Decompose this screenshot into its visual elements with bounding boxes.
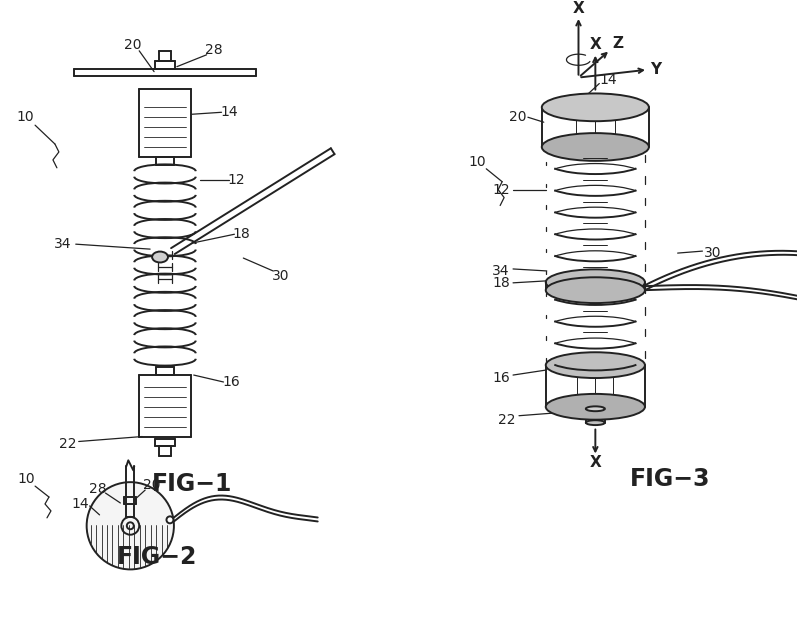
Text: 22: 22 [498, 413, 516, 426]
Text: 20: 20 [123, 38, 141, 52]
Text: Z: Z [613, 36, 624, 51]
Ellipse shape [542, 133, 649, 161]
Ellipse shape [586, 420, 605, 425]
Ellipse shape [586, 407, 605, 411]
Text: 30: 30 [704, 246, 721, 260]
Text: 14: 14 [221, 105, 238, 119]
Text: 10: 10 [18, 472, 35, 486]
Text: 18: 18 [233, 227, 250, 241]
Text: 10: 10 [16, 110, 34, 124]
Text: FIG−1: FIG−1 [151, 472, 232, 496]
Text: 28: 28 [205, 43, 222, 57]
Circle shape [166, 517, 174, 523]
Text: 20: 20 [510, 110, 526, 124]
Text: FIG−3: FIG−3 [630, 467, 710, 491]
Ellipse shape [546, 277, 645, 303]
Text: 16: 16 [222, 375, 240, 389]
Text: 34: 34 [492, 264, 510, 278]
Text: 12: 12 [227, 172, 245, 187]
Text: 14: 14 [72, 497, 90, 511]
Text: X: X [573, 1, 584, 15]
Text: 34: 34 [54, 237, 72, 251]
Text: 16: 16 [492, 371, 510, 385]
Text: 30: 30 [272, 269, 290, 283]
Text: 18: 18 [492, 276, 510, 290]
Text: X: X [590, 37, 602, 53]
Text: 10: 10 [469, 155, 486, 169]
Ellipse shape [542, 93, 649, 121]
Text: 28: 28 [89, 482, 106, 496]
Text: 20: 20 [143, 478, 161, 492]
Circle shape [86, 482, 174, 569]
Text: 22: 22 [59, 438, 77, 452]
Ellipse shape [152, 252, 168, 263]
Ellipse shape [546, 352, 645, 378]
Ellipse shape [546, 269, 645, 295]
Text: 12: 12 [492, 183, 510, 197]
Text: X: X [590, 455, 602, 470]
Text: Y: Y [650, 62, 662, 77]
Ellipse shape [546, 394, 645, 420]
Text: 14: 14 [599, 72, 617, 87]
Text: FIG−2: FIG−2 [117, 544, 198, 569]
